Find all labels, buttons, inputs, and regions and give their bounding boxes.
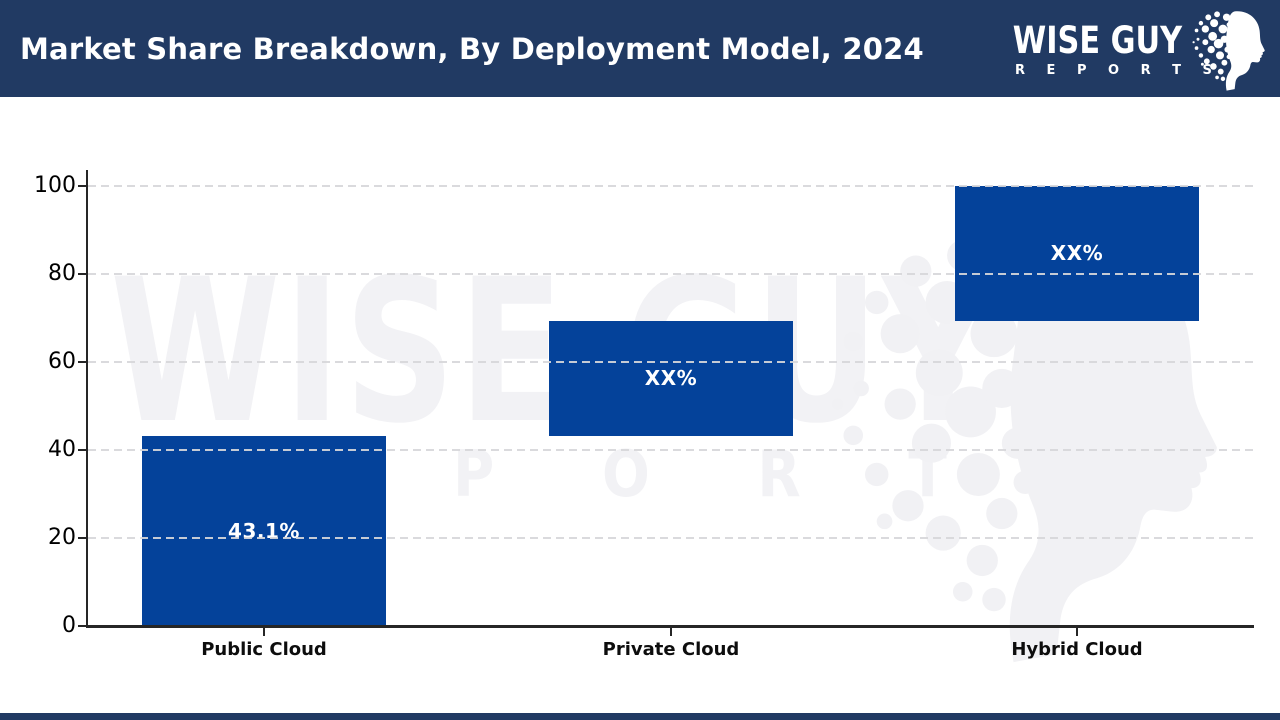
y-tick-100 bbox=[78, 185, 86, 187]
bar-hybrid-cloud: XX% bbox=[955, 186, 1199, 321]
logo-face-icon bbox=[1192, 11, 1265, 91]
y-tick-label-60: 60 bbox=[48, 349, 76, 374]
logo-wordmark: WISE GUY bbox=[1012, 19, 1183, 62]
logo-subtitle: R E P O R T S bbox=[1015, 63, 1221, 78]
x-axis-label-hybrid-cloud: Hybrid Cloud bbox=[1011, 639, 1143, 660]
y-tick-0 bbox=[78, 625, 86, 627]
x-axis-label-public-cloud: Public Cloud bbox=[201, 639, 327, 660]
logo-text: WISE GUY R E P O R T S bbox=[1012, 22, 1220, 78]
y-tick-label-80: 80 bbox=[48, 261, 76, 286]
x-axis-line bbox=[86, 625, 1254, 628]
page-title: Market Share Breakdown, By Deployment Mo… bbox=[20, 31, 924, 66]
footer-bar bbox=[0, 713, 1280, 720]
y-axis-line bbox=[86, 170, 88, 627]
x-tick-private-cloud bbox=[670, 628, 672, 636]
x-tick-hybrid-cloud bbox=[1076, 628, 1078, 636]
y-tick-60 bbox=[78, 361, 86, 363]
gridline-20 bbox=[88, 537, 1253, 539]
x-tick-public-cloud bbox=[263, 628, 265, 636]
gridline-40 bbox=[88, 449, 1253, 451]
gridline-80 bbox=[88, 273, 1253, 275]
bar-value-label-public-cloud: 43.1% bbox=[228, 519, 300, 544]
y-tick-label-100: 100 bbox=[34, 173, 76, 198]
bar-private-cloud: XX% bbox=[549, 320, 793, 437]
bar-public-cloud: 43.1% bbox=[142, 436, 386, 626]
header: Market Share Breakdown, By Deployment Mo… bbox=[0, 0, 1280, 97]
gridline-100 bbox=[88, 185, 1253, 187]
y-tick-80 bbox=[78, 273, 86, 275]
y-tick-label-0: 0 bbox=[62, 613, 76, 638]
bar-value-label-private-cloud: XX% bbox=[644, 366, 698, 391]
bar-value-label-hybrid-cloud: XX% bbox=[1050, 241, 1104, 266]
y-tick-20 bbox=[78, 537, 86, 539]
x-axis-label-private-cloud: Private Cloud bbox=[602, 639, 740, 660]
y-tick-40 bbox=[78, 449, 86, 451]
gridline-60 bbox=[88, 361, 1253, 363]
y-tick-label-40: 40 bbox=[48, 437, 76, 462]
wiseguy-logo: WISE GUY R E P O R T S bbox=[1002, 4, 1274, 94]
y-tick-label-20: 20 bbox=[48, 525, 76, 550]
